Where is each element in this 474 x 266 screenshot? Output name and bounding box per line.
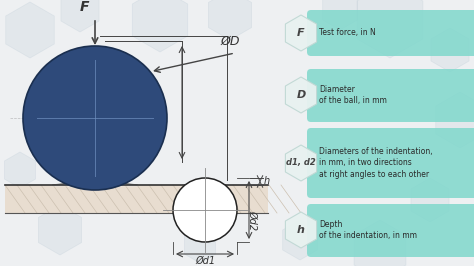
Text: Diameters of the indentation,
in mm, in two directions
at right angles to each o: Diameters of the indentation, in mm, in … <box>319 147 433 179</box>
Text: Ød2: Ød2 <box>248 210 258 230</box>
Text: Diameter
of the ball, in mm: Diameter of the ball, in mm <box>319 85 387 105</box>
Polygon shape <box>285 77 317 113</box>
Text: h: h <box>264 177 270 186</box>
Polygon shape <box>285 212 317 248</box>
Text: F: F <box>80 0 90 14</box>
Text: Ød1: Ød1 <box>195 256 215 266</box>
Polygon shape <box>4 152 36 188</box>
Polygon shape <box>323 0 357 30</box>
FancyBboxPatch shape <box>307 10 474 56</box>
Text: D: D <box>296 90 306 100</box>
Polygon shape <box>431 28 469 72</box>
Polygon shape <box>6 2 54 58</box>
Text: F: F <box>297 28 305 38</box>
Text: d1, d2: d1, d2 <box>286 159 316 168</box>
Polygon shape <box>285 15 317 51</box>
Polygon shape <box>411 178 449 222</box>
Text: Test force, in N: Test force, in N <box>319 28 376 38</box>
Polygon shape <box>436 92 474 148</box>
FancyBboxPatch shape <box>307 204 474 257</box>
Polygon shape <box>61 0 99 32</box>
Polygon shape <box>209 0 252 40</box>
Polygon shape <box>357 0 423 58</box>
FancyBboxPatch shape <box>307 69 474 122</box>
Polygon shape <box>283 220 317 260</box>
Polygon shape <box>354 220 406 266</box>
Text: h: h <box>297 225 305 235</box>
Ellipse shape <box>23 46 167 190</box>
Polygon shape <box>184 227 216 263</box>
Ellipse shape <box>173 178 237 242</box>
Text: Depth
of the indentation, in mm: Depth of the indentation, in mm <box>319 220 417 240</box>
Polygon shape <box>5 185 268 213</box>
Polygon shape <box>285 145 317 181</box>
Polygon shape <box>132 0 188 52</box>
FancyBboxPatch shape <box>307 128 474 198</box>
Text: ØD: ØD <box>220 35 239 48</box>
Polygon shape <box>38 205 82 255</box>
